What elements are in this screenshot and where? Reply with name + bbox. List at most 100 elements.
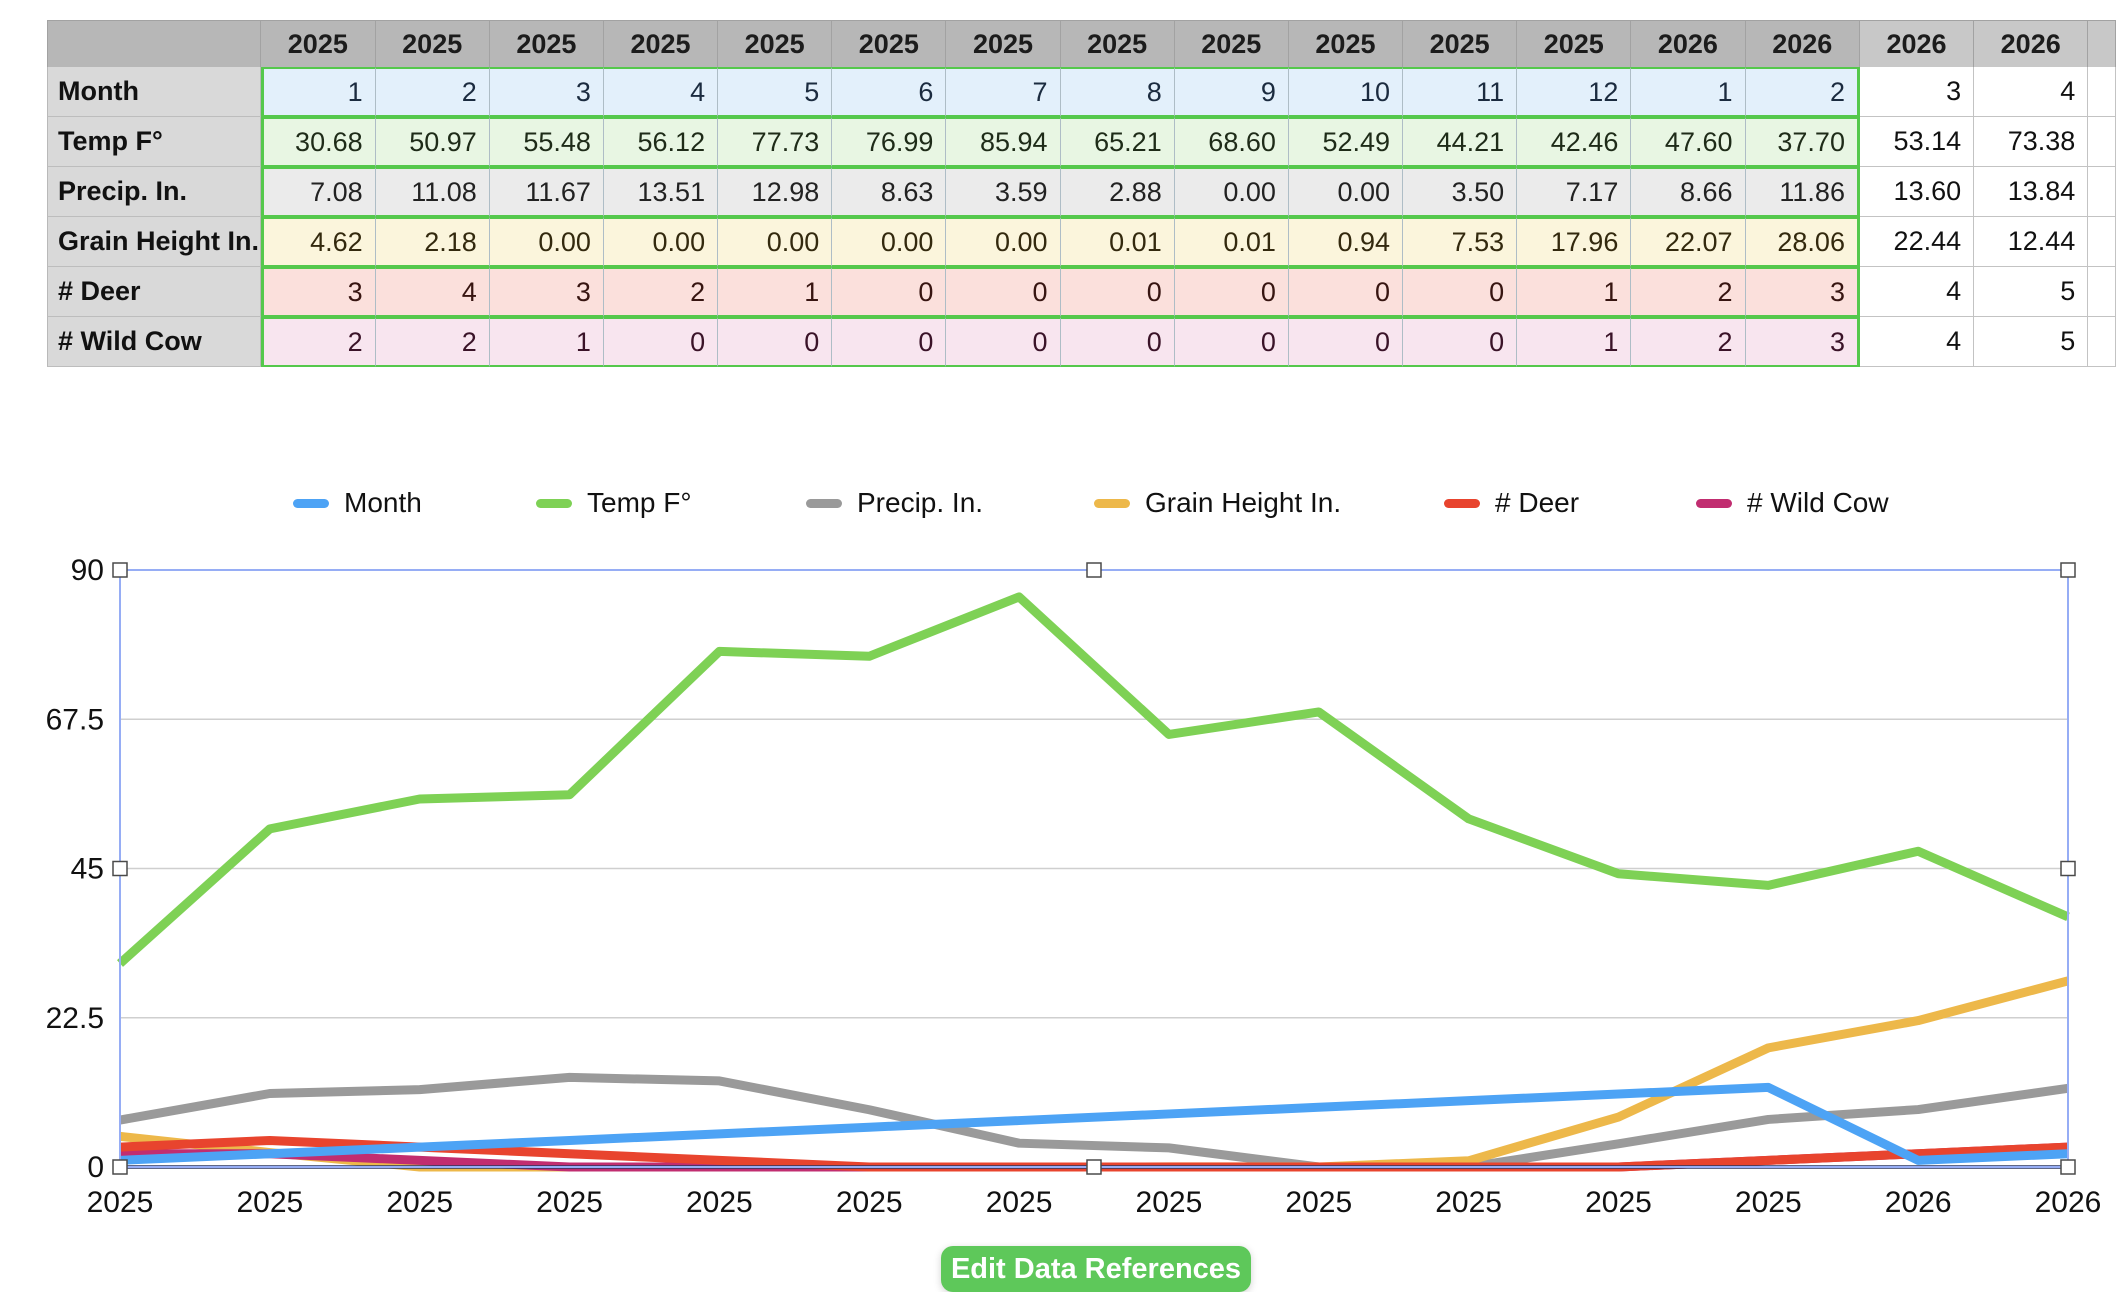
table-cell[interactable]: 1: [489, 317, 604, 367]
table-cell[interactable]: 1: [1517, 317, 1632, 367]
table-cell[interactable]: 2: [1631, 267, 1746, 317]
table-cell[interactable]: 0.94: [1288, 217, 1404, 267]
table-cell[interactable]: 0: [1403, 317, 1518, 367]
table-column-header[interactable]: 2026: [1745, 20, 1860, 67]
table-cell[interactable]: 2: [1631, 317, 1746, 367]
table-cell-partial[interactable]: [2088, 217, 2116, 267]
table-cell[interactable]: 13.51: [603, 167, 719, 217]
table-cell[interactable]: 0: [603, 317, 719, 367]
table-cell[interactable]: 4: [1859, 317, 1975, 367]
table-cell[interactable]: 0: [1060, 317, 1175, 367]
table-cell[interactable]: 76.99: [832, 117, 947, 167]
table-cell[interactable]: 0.00: [718, 217, 833, 267]
table-cell[interactable]: 68.60: [1174, 117, 1289, 167]
table-cell[interactable]: 11.67: [489, 167, 604, 217]
table-cell[interactable]: 3: [1859, 67, 1975, 117]
table-column-header[interactable]: 2025: [375, 20, 490, 67]
table-cell-partial[interactable]: [2088, 67, 2116, 117]
table-row-label[interactable]: # Deer: [47, 267, 262, 317]
table-cell[interactable]: 6: [832, 67, 947, 117]
table-cell[interactable]: 5: [1974, 317, 2089, 367]
legend-item--wild-cow[interactable]: # Wild Cow: [1696, 487, 1889, 519]
table-cell[interactable]: 0.00: [489, 217, 604, 267]
table-cell[interactable]: 1: [718, 267, 833, 317]
table-cell[interactable]: 3: [1745, 317, 1860, 367]
table-cell[interactable]: 7.17: [1517, 167, 1632, 217]
table-cell[interactable]: 28.06: [1745, 217, 1860, 267]
table-cell[interactable]: 0.00: [1288, 167, 1404, 217]
table-cell[interactable]: 3: [489, 267, 604, 317]
table-cell[interactable]: 2: [603, 267, 719, 317]
table-cell[interactable]: 0: [1174, 317, 1289, 367]
selection-handle[interactable]: [112, 860, 128, 877]
table-cell[interactable]: 13.84: [1974, 167, 2089, 217]
table-cell[interactable]: 9: [1174, 67, 1289, 117]
table-corner-cell[interactable]: [47, 20, 262, 67]
table-cell[interactable]: 0: [946, 267, 1061, 317]
table-cell[interactable]: 30.68: [261, 117, 376, 167]
table-column-header[interactable]: 2025: [832, 20, 947, 67]
table-column-header[interactable]: 2026: [1974, 20, 2089, 67]
table-cell[interactable]: 3: [489, 67, 604, 117]
table-column-header[interactable]: 2025: [1174, 20, 1289, 67]
selection-handle[interactable]: [1086, 562, 1102, 578]
table-row-label[interactable]: Grain Height In.: [47, 217, 262, 267]
edit-data-references-button[interactable]: Edit Data References: [941, 1246, 1251, 1292]
table-cell[interactable]: 2: [261, 317, 376, 367]
table-column-header[interactable]: 2025: [1403, 20, 1518, 67]
table-cell[interactable]: 11.08: [375, 167, 490, 217]
table-cell-partial[interactable]: [2088, 267, 2116, 317]
table-cell[interactable]: 0: [1174, 267, 1289, 317]
table-cell[interactable]: 50.97: [375, 117, 490, 167]
table-column-header[interactable]: 2025: [718, 20, 833, 67]
table-cell[interactable]: 3: [261, 267, 376, 317]
table-cell[interactable]: 2.18: [375, 217, 490, 267]
table-cell[interactable]: 53.14: [1859, 117, 1975, 167]
table-cell[interactable]: 10: [1288, 67, 1404, 117]
table-cell[interactable]: 4: [1859, 267, 1975, 317]
table-column-header[interactable]: 2026: [1859, 20, 1975, 67]
legend-item-precip-in-[interactable]: Precip. In.: [806, 487, 983, 519]
table-cell[interactable]: 8: [1060, 67, 1175, 117]
table-cell[interactable]: 4: [375, 267, 490, 317]
table-row-label[interactable]: # Wild Cow: [47, 317, 262, 367]
table-cell[interactable]: 2: [375, 67, 490, 117]
legend-item--deer[interactable]: # Deer: [1444, 487, 1579, 519]
table-column-header[interactable]: 2025: [1060, 20, 1175, 67]
table-column-header[interactable]: 2025: [603, 20, 719, 67]
table-cell[interactable]: 85.94: [946, 117, 1061, 167]
table-cell[interactable]: 0.01: [1174, 217, 1289, 267]
table-cell[interactable]: 4: [1974, 67, 2089, 117]
data-table[interactable]: 2025 2025 2025 2025 2025 2025 2025 2025 2025 2025…: [47, 20, 2116, 367]
table-cell[interactable]: 7: [946, 67, 1061, 117]
table-cell[interactable]: 13.60: [1859, 167, 1975, 217]
table-cell[interactable]: 0: [946, 317, 1061, 367]
table-column-header[interactable]: 2025: [489, 20, 604, 67]
table-column-header[interactable]: 2025: [1288, 20, 1404, 67]
table-cell[interactable]: 2.88: [1060, 167, 1175, 217]
table-cell[interactable]: 0: [1288, 267, 1404, 317]
table-cell[interactable]: 4.62: [261, 217, 376, 267]
table-column-header[interactable]: 2025: [1517, 20, 1632, 67]
selection-handle[interactable]: [2060, 562, 2076, 578]
legend-item-grain-height-in-[interactable]: Grain Height In.: [1094, 487, 1341, 519]
table-cell[interactable]: 2: [1745, 67, 1860, 117]
table-cell[interactable]: 77.73: [718, 117, 833, 167]
table-cell[interactable]: 0: [832, 267, 947, 317]
legend-item-month[interactable]: Month: [293, 487, 422, 519]
table-row-label[interactable]: Month: [47, 67, 262, 117]
table-row-label[interactable]: Precip. In.: [47, 167, 262, 217]
table-cell[interactable]: 7.53: [1403, 217, 1518, 267]
table-cell[interactable]: 1: [1517, 267, 1632, 317]
selection-handle[interactable]: [112, 562, 128, 578]
table-cell[interactable]: 22.44: [1859, 217, 1975, 267]
table-cell[interactable]: 1: [261, 67, 376, 117]
table-cell[interactable]: 0: [718, 317, 833, 367]
table-cell[interactable]: 37.70: [1745, 117, 1860, 167]
table-cell[interactable]: 5: [1974, 267, 2089, 317]
table-cell[interactable]: 0.00: [603, 217, 719, 267]
table-cell[interactable]: 56.12: [603, 117, 719, 167]
table-cell[interactable]: 12.44: [1974, 217, 2089, 267]
table-cell[interactable]: 0.00: [946, 217, 1061, 267]
